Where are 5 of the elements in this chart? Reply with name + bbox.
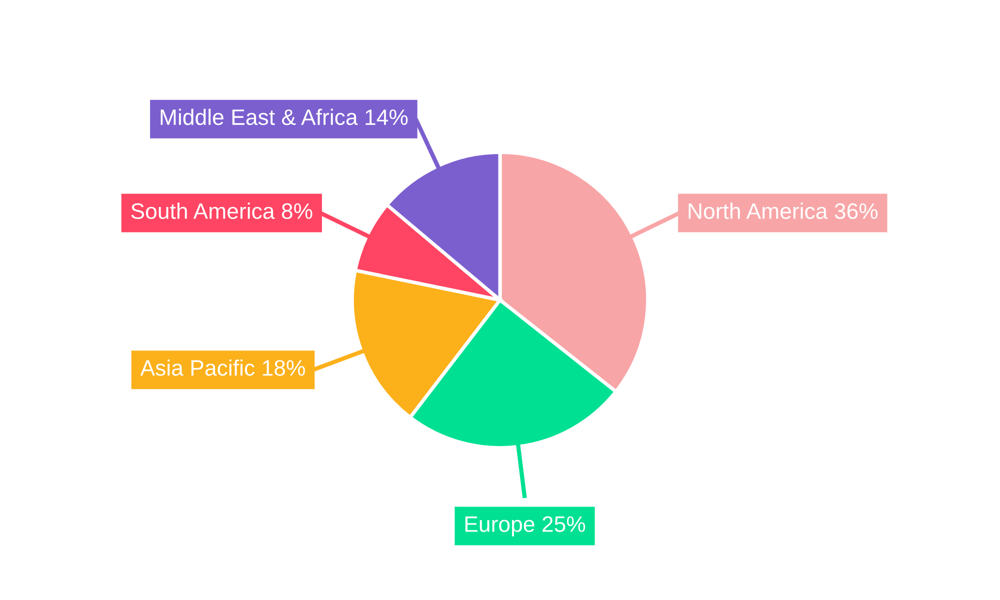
slice-label: Asia Pacific 18% bbox=[140, 359, 305, 376]
slice-label: North America 36% bbox=[688, 202, 878, 220]
slice-label: Middle East & Africa 14% bbox=[160, 108, 408, 126]
slice-label: Europe 25% bbox=[465, 516, 586, 536]
slice-label: South America 8% bbox=[131, 202, 312, 220]
